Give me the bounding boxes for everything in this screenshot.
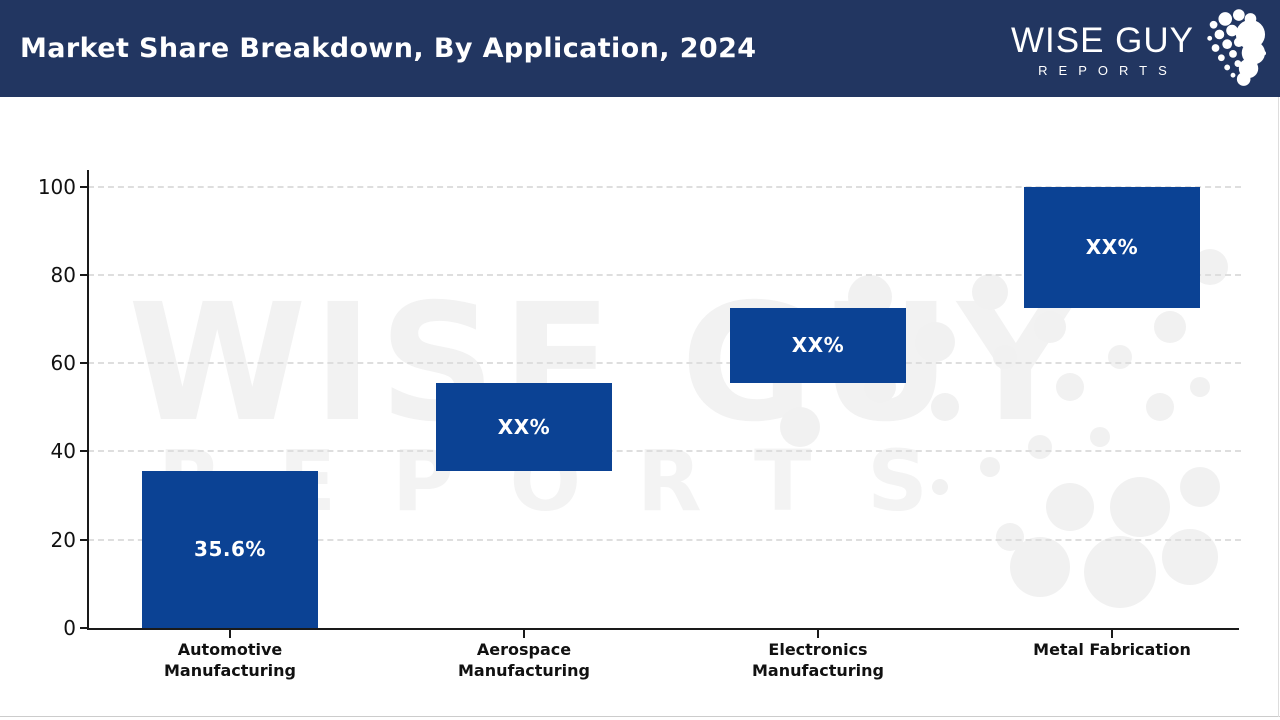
- grid-line: [88, 185, 1241, 188]
- y-tick-mark: [80, 185, 88, 188]
- y-tick-mark: [80, 450, 88, 453]
- grid-line: [88, 538, 1241, 541]
- y-tick-mark: [80, 362, 88, 365]
- category-label: Aerospace Manufacturing: [458, 640, 590, 680]
- logo-title-text: WISE GUY: [1010, 20, 1194, 60]
- x-axis-spine: [87, 628, 1239, 630]
- logo-subtitle-text: REPORTS: [1038, 62, 1178, 78]
- y-tick-label: 60: [50, 351, 76, 376]
- category-label: Automotive Manufacturing: [164, 640, 296, 680]
- bar-4: XX%: [1024, 186, 1200, 308]
- y-tick-label: 40: [50, 439, 76, 464]
- bar-value-label: XX%: [1085, 235, 1139, 260]
- y-tick-label: 20: [50, 527, 76, 552]
- category-label: Electronics Manufacturing: [752, 640, 884, 680]
- image-bottom-hairline: [0, 716, 1280, 717]
- wiseguy-logo: WISE GUY REPORTS: [1011, 4, 1266, 94]
- x-tick-mark: [229, 630, 231, 638]
- header-bar: Market Share Breakdown, By Application, …: [0, 0, 1280, 97]
- grid-line: [88, 450, 1241, 453]
- x-tick-mark: [817, 630, 819, 638]
- bar-1: 35.6%: [142, 470, 318, 628]
- y-tick-label: 80: [50, 262, 76, 287]
- bar-value-label: 35.6%: [194, 537, 266, 562]
- bar-value-label: XX%: [497, 414, 551, 439]
- image-right-hairline: [1278, 97, 1279, 717]
- category-label: Metal Fabrication: [1033, 640, 1191, 659]
- page-title: Market Share Breakdown, By Application, …: [20, 33, 757, 64]
- y-tick-label: 0: [63, 616, 76, 640]
- bar-value-label: XX%: [791, 333, 845, 358]
- y-tick-mark: [80, 273, 88, 276]
- y-tick-mark: [80, 538, 88, 541]
- y-axis-spine: [87, 170, 89, 630]
- grid-line: [88, 273, 1241, 276]
- bar-2: XX%: [436, 382, 612, 471]
- bar-3: XX%: [730, 307, 906, 383]
- x-tick-mark: [523, 630, 525, 638]
- y-tick-label: 100: [37, 174, 76, 199]
- x-tick-mark: [1111, 630, 1113, 638]
- logo-wordmark: WISE GUY REPORTS: [1011, 21, 1194, 78]
- logo-head-icon: [1207, 9, 1266, 86]
- grid-line: [88, 362, 1241, 365]
- chart-area: WISE GUY REPORTS 35.6% XX% XX% XX% 0 20 40 60 8…: [0, 97, 1280, 720]
- y-tick-mark: [80, 627, 88, 629]
